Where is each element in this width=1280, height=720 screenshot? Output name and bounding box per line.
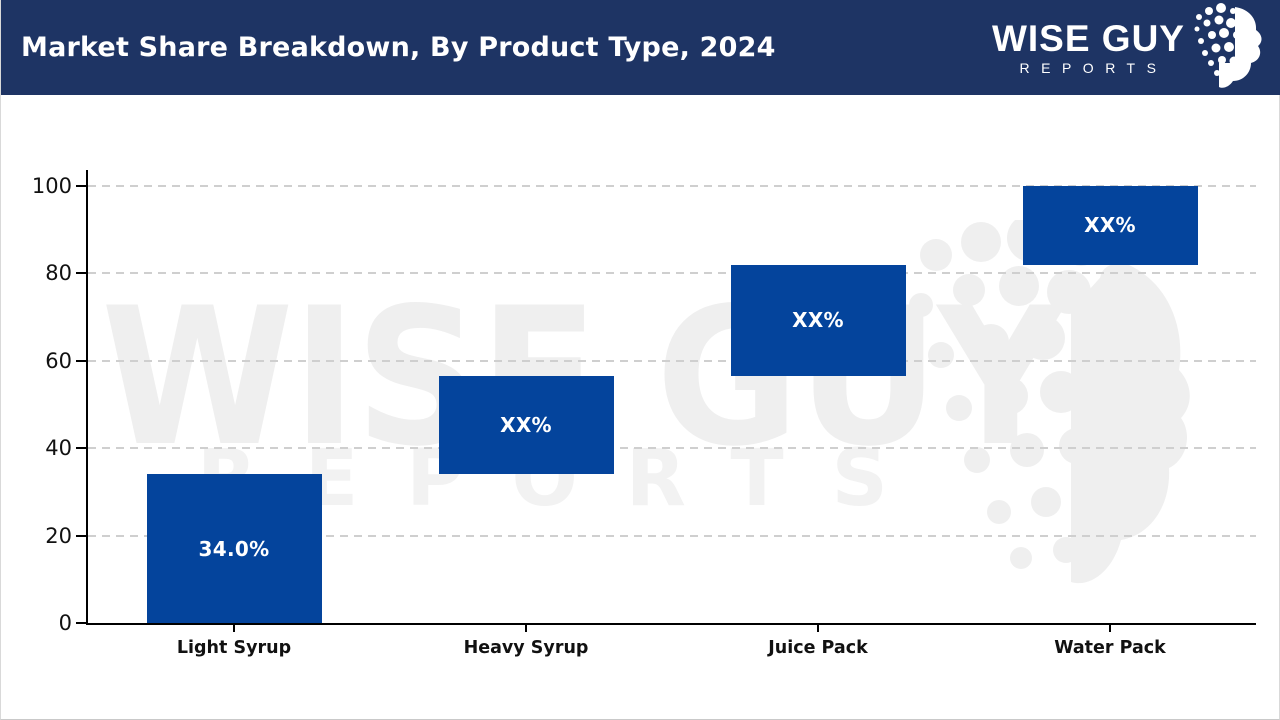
x-tick-mark <box>1109 625 1111 632</box>
logo-subtitle: REPORTS <box>1019 60 1168 76</box>
y-axis-tick-label: 100 <box>31 174 72 198</box>
wiseguy-logo: WISE GUY REPORTS <box>992 2 1267 93</box>
bar-value-label: 34.0% <box>198 536 270 561</box>
y-tick-mark <box>76 359 86 362</box>
y-tick-mark <box>76 447 86 450</box>
y-axis-tick-label: 80 <box>45 261 72 286</box>
x-axis-label-water-pack: Water Pack <box>1054 638 1166 658</box>
x-axis-label-light-syrup: Light Syrup <box>176 638 292 658</box>
logo-text: WISE GUY REPORTS <box>992 20 1185 75</box>
gridline-80 <box>88 272 1256 275</box>
y-tick-mark <box>76 272 86 275</box>
x-tick-mark <box>233 625 235 632</box>
plot-area: 0 20 40 60 80 100 34.0% Light Syrup XX% Heavy Syr… <box>32 170 1256 658</box>
y-tick-mark <box>76 185 86 187</box>
bar-water-pack: XX% <box>1022 186 1198 265</box>
logo-wordmark: WISE GUY <box>991 18 1185 59</box>
y-axis-tick-label: 20 <box>45 523 72 548</box>
bar-value-label: XX% <box>1084 213 1136 238</box>
gridline-40 <box>88 447 1256 450</box>
x-tick-mark <box>525 625 527 632</box>
header-bar: Market Share Breakdown, By Product Type,… <box>1 0 1280 95</box>
y-tick-mark <box>76 622 86 624</box>
bar-value-label: XX% <box>792 308 844 333</box>
gridline-20 <box>88 534 1256 537</box>
y-axis-tick-label: 40 <box>45 436 72 461</box>
bar-heavy-syrup: XX% <box>438 376 614 475</box>
gridline-60 <box>88 359 1256 362</box>
gridline-100 <box>88 185 1256 187</box>
page-title: Market Share Breakdown, By Product Type,… <box>21 32 776 63</box>
bar-value-label: XX% <box>500 413 552 438</box>
y-axis-tick-label: 0 <box>58 611 72 635</box>
x-axis-label-juice-pack: Juice Pack <box>768 638 868 658</box>
y-axis-tick-label: 60 <box>45 348 72 373</box>
x-axis-label-heavy-syrup: Heavy Syrup <box>463 638 589 658</box>
y-tick-mark <box>76 534 86 537</box>
bar-juice-pack: XX% <box>730 264 906 377</box>
bar-light-syrup: 34.0% <box>146 474 322 623</box>
x-tick-mark <box>817 625 819 632</box>
logo-head-icon <box>1189 2 1267 93</box>
